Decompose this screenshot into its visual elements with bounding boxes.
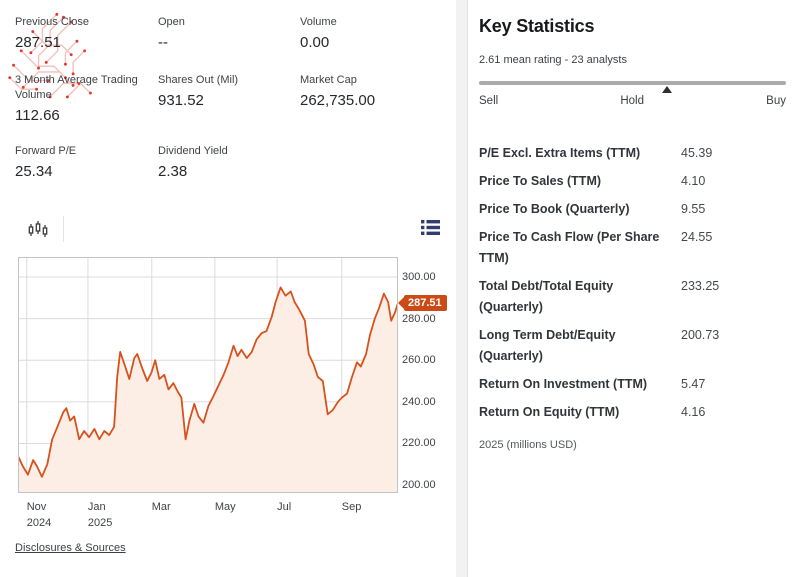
- metric-label: Total Debt/Total Equity (Quarterly): [479, 279, 614, 314]
- stat-label: 3 Month Average Trading Volume: [15, 74, 138, 101]
- stat-label: Shares Out (Mil): [158, 74, 239, 86]
- disclosures-link[interactable]: Disclosures & Sources: [15, 542, 126, 554]
- stat-cell: 3 Month Average Trading Volume 112.66: [15, 73, 158, 144]
- rating-slider-bar: [479, 81, 786, 85]
- analyst-rating-text: 2.61 mean rating - 23 analysts: [479, 54, 627, 66]
- slider-label-buy: Buy: [766, 95, 786, 107]
- stat-cell: Volume 0.00: [300, 15, 450, 73]
- x-axis-tick: Jan 2025: [87, 501, 113, 529]
- x-axis-tick: Nov 2024: [26, 501, 52, 529]
- y-axis-tick: 300.00: [402, 270, 436, 283]
- metric-label: Long Term Debt/Equity (Quarterly): [479, 328, 616, 363]
- x-axis-tick: Jul: [277, 501, 292, 513]
- metric-row: Long Term Debt/Equity (Quarterly) 200.73: [479, 325, 786, 367]
- metric-label: Price To Sales (TTM): [479, 174, 602, 188]
- stat-value: 0.00: [300, 34, 330, 51]
- quote-stats-grid: Previous Close 287.51 Open -- Volume 0.00 3 Mo…: [15, 15, 455, 182]
- legend-icon[interactable]: [421, 220, 440, 235]
- stat-cell: Open --: [158, 15, 300, 73]
- toolbar-divider: [63, 216, 64, 242]
- metric-label: P/E Excl. Extra Items (TTM): [479, 146, 641, 160]
- stat-cell: Market Cap 262,735.00: [300, 73, 450, 144]
- metric-row: Return On Equity (TTM) 4.16: [479, 402, 786, 423]
- slider-label-hold: Hold: [620, 95, 644, 107]
- stat-value: 25.34: [15, 163, 53, 180]
- metric-row: Price To Book (Quarterly) 9.55: [479, 199, 786, 220]
- metric-label: Return On Equity (TTM): [479, 405, 620, 419]
- stat-cell: Shares Out (Mil) 931.52: [158, 73, 300, 144]
- stat-value: 112.66: [15, 107, 60, 124]
- stat-label: Dividend Yield: [158, 145, 228, 157]
- metric-value: 4.10: [681, 174, 706, 188]
- x-axis-tick: May: [214, 501, 236, 513]
- last-price-tag: 287.51: [398, 294, 447, 311]
- stat-cell: Previous Close 287.51: [15, 15, 158, 73]
- metric-value: 5.47: [681, 377, 706, 391]
- price-chart-plot[interactable]: [18, 257, 398, 493]
- metric-row: Price To Sales (TTM) 4.10: [479, 171, 786, 192]
- y-axis-tick: 240.00: [402, 395, 436, 408]
- metric-value: 24.55: [681, 230, 713, 244]
- metric-value: 45.39: [681, 146, 713, 160]
- stat-value: 2.38: [158, 163, 188, 180]
- metric-label: Price To Book (Quarterly): [479, 202, 630, 216]
- chart-toolbar: [15, 216, 440, 242]
- candlestick-chart-icon[interactable]: [27, 218, 49, 240]
- y-axis-tick: 220.00: [402, 437, 436, 450]
- stat-value: 262,735.00: [300, 92, 376, 109]
- metric-row: Return On Investment (TTM) 5.47: [479, 374, 786, 395]
- metric-value: 9.55: [681, 202, 706, 216]
- metric-label: Price To Cash Flow (Per Share TTM): [479, 230, 660, 265]
- x-axis-tick: Mar: [151, 501, 171, 513]
- metric-label: Return On Investment (TTM): [479, 377, 648, 391]
- x-axis-tick: Sep: [341, 501, 362, 513]
- slider-label-sell: Sell: [479, 95, 499, 107]
- units-footnote: 2025 (millions USD): [479, 439, 577, 451]
- price-chart[interactable]: 300.00 280.00 260.00 240.00 220.00 200.00 287…: [18, 257, 448, 547]
- y-axis-tick: 260.00: [402, 354, 436, 367]
- rating-slider-marker: [662, 86, 673, 93]
- metric-row: Price To Cash Flow (Per Share TTM) 24.55: [479, 227, 786, 269]
- key-statistics-panel: Key Statistics 2.61 mean rating - 23 ana…: [467, 0, 800, 577]
- y-axis-tick: 280.00: [402, 312, 436, 325]
- stat-label: Market Cap: [300, 74, 357, 86]
- metric-row: P/E Excl. Extra Items (TTM) 45.39: [479, 143, 786, 164]
- x-axis-labels: Nov 2024 Jan 2025 Mar May Jul Sep: [18, 499, 398, 535]
- rating-slider-labels: Sell Hold Buy: [479, 95, 786, 107]
- key-statistics-title: Key Statistics: [479, 16, 595, 36]
- stat-label: Forward P/E: [15, 145, 77, 157]
- metric-value: 200.73: [681, 328, 720, 342]
- stat-label: Open: [158, 16, 185, 28]
- metric-value: 4.16: [681, 405, 706, 419]
- y-axis-tick: 200.00: [402, 479, 436, 492]
- panel-gutter: [456, 0, 467, 577]
- stat-label: Volume: [300, 16, 337, 28]
- quote-panel: Previous Close 287.51 Open -- Volume 0.00 3 Mo…: [8, 12, 455, 554]
- stat-value: --: [158, 34, 168, 51]
- metric-value: 233.25: [681, 279, 720, 293]
- stat-label: Previous Close: [15, 16, 89, 28]
- stat-cell: Forward P/E 25.34: [15, 144, 158, 182]
- metric-row: Total Debt/Total Equity (Quarterly) 233.2…: [479, 276, 786, 318]
- stat-cell: Dividend Yield 2.38: [158, 144, 300, 182]
- stat-value: 931.52: [158, 92, 204, 109]
- analyst-rating-slider: Sell Hold Buy: [479, 79, 786, 117]
- stat-value: 287.51: [15, 34, 61, 51]
- key-statistics-metrics: P/E Excl. Extra Items (TTM) 45.39 Price To…: [479, 143, 786, 423]
